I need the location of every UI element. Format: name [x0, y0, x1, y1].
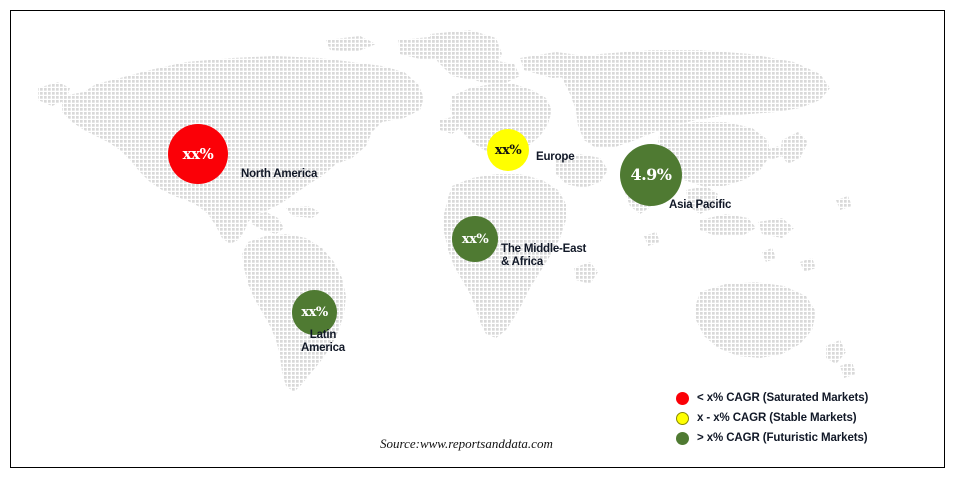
bubble-middle-east-africa[interactable]: xx%: [452, 216, 498, 262]
bubble-value-europe: xx%: [494, 142, 522, 158]
region-label-north-america: North America: [241, 168, 318, 180]
region-label-europe: Europe: [536, 151, 575, 163]
region-label-asia-pacific: Asia Pacific: [669, 199, 732, 211]
legend-item-saturated: < x% CAGR (Saturated Markets): [676, 388, 926, 408]
bubble-asia-pacific[interactable]: 4.9%: [620, 144, 682, 206]
source-caption: Source:www.reportsanddata.com: [380, 436, 553, 451]
legend-dot-green-icon: [676, 431, 689, 445]
legend-label-saturated: < x% CAGR (Saturated Markets): [697, 392, 869, 404]
legend-dot-red-icon: [676, 391, 689, 405]
legend-item-futuristic: > x% CAGR (Futuristic Markets): [676, 428, 926, 448]
bubble-value-north-america: xx%: [182, 144, 214, 163]
bubble-value-middle-east-africa: xx%: [461, 231, 489, 247]
bubble-latin-america[interactable]: xx%: [292, 290, 337, 335]
legend-label-futuristic: > x% CAGR (Futuristic Markets): [697, 432, 868, 444]
legend-dot-yellow-icon: [676, 411, 689, 425]
legend: < x% CAGR (Saturated Markets) x - x% CAG…: [676, 388, 926, 448]
figure-border: [10, 10, 945, 468]
bubble-value-latin-america: xx%: [301, 305, 328, 320]
legend-label-stable: x - x% CAGR (Stable Markets): [697, 412, 857, 424]
bubble-value-asia-pacific: 4.9%: [630, 165, 672, 184]
region-label-latin-america: Latin America: [301, 329, 345, 354]
bubble-europe[interactable]: xx%: [487, 129, 529, 171]
bubble-north-america[interactable]: xx%: [168, 124, 228, 184]
legend-item-stable: x - x% CAGR (Stable Markets): [676, 408, 926, 428]
region-label-middle-east-africa: The Middle-East & Africa: [501, 243, 587, 268]
